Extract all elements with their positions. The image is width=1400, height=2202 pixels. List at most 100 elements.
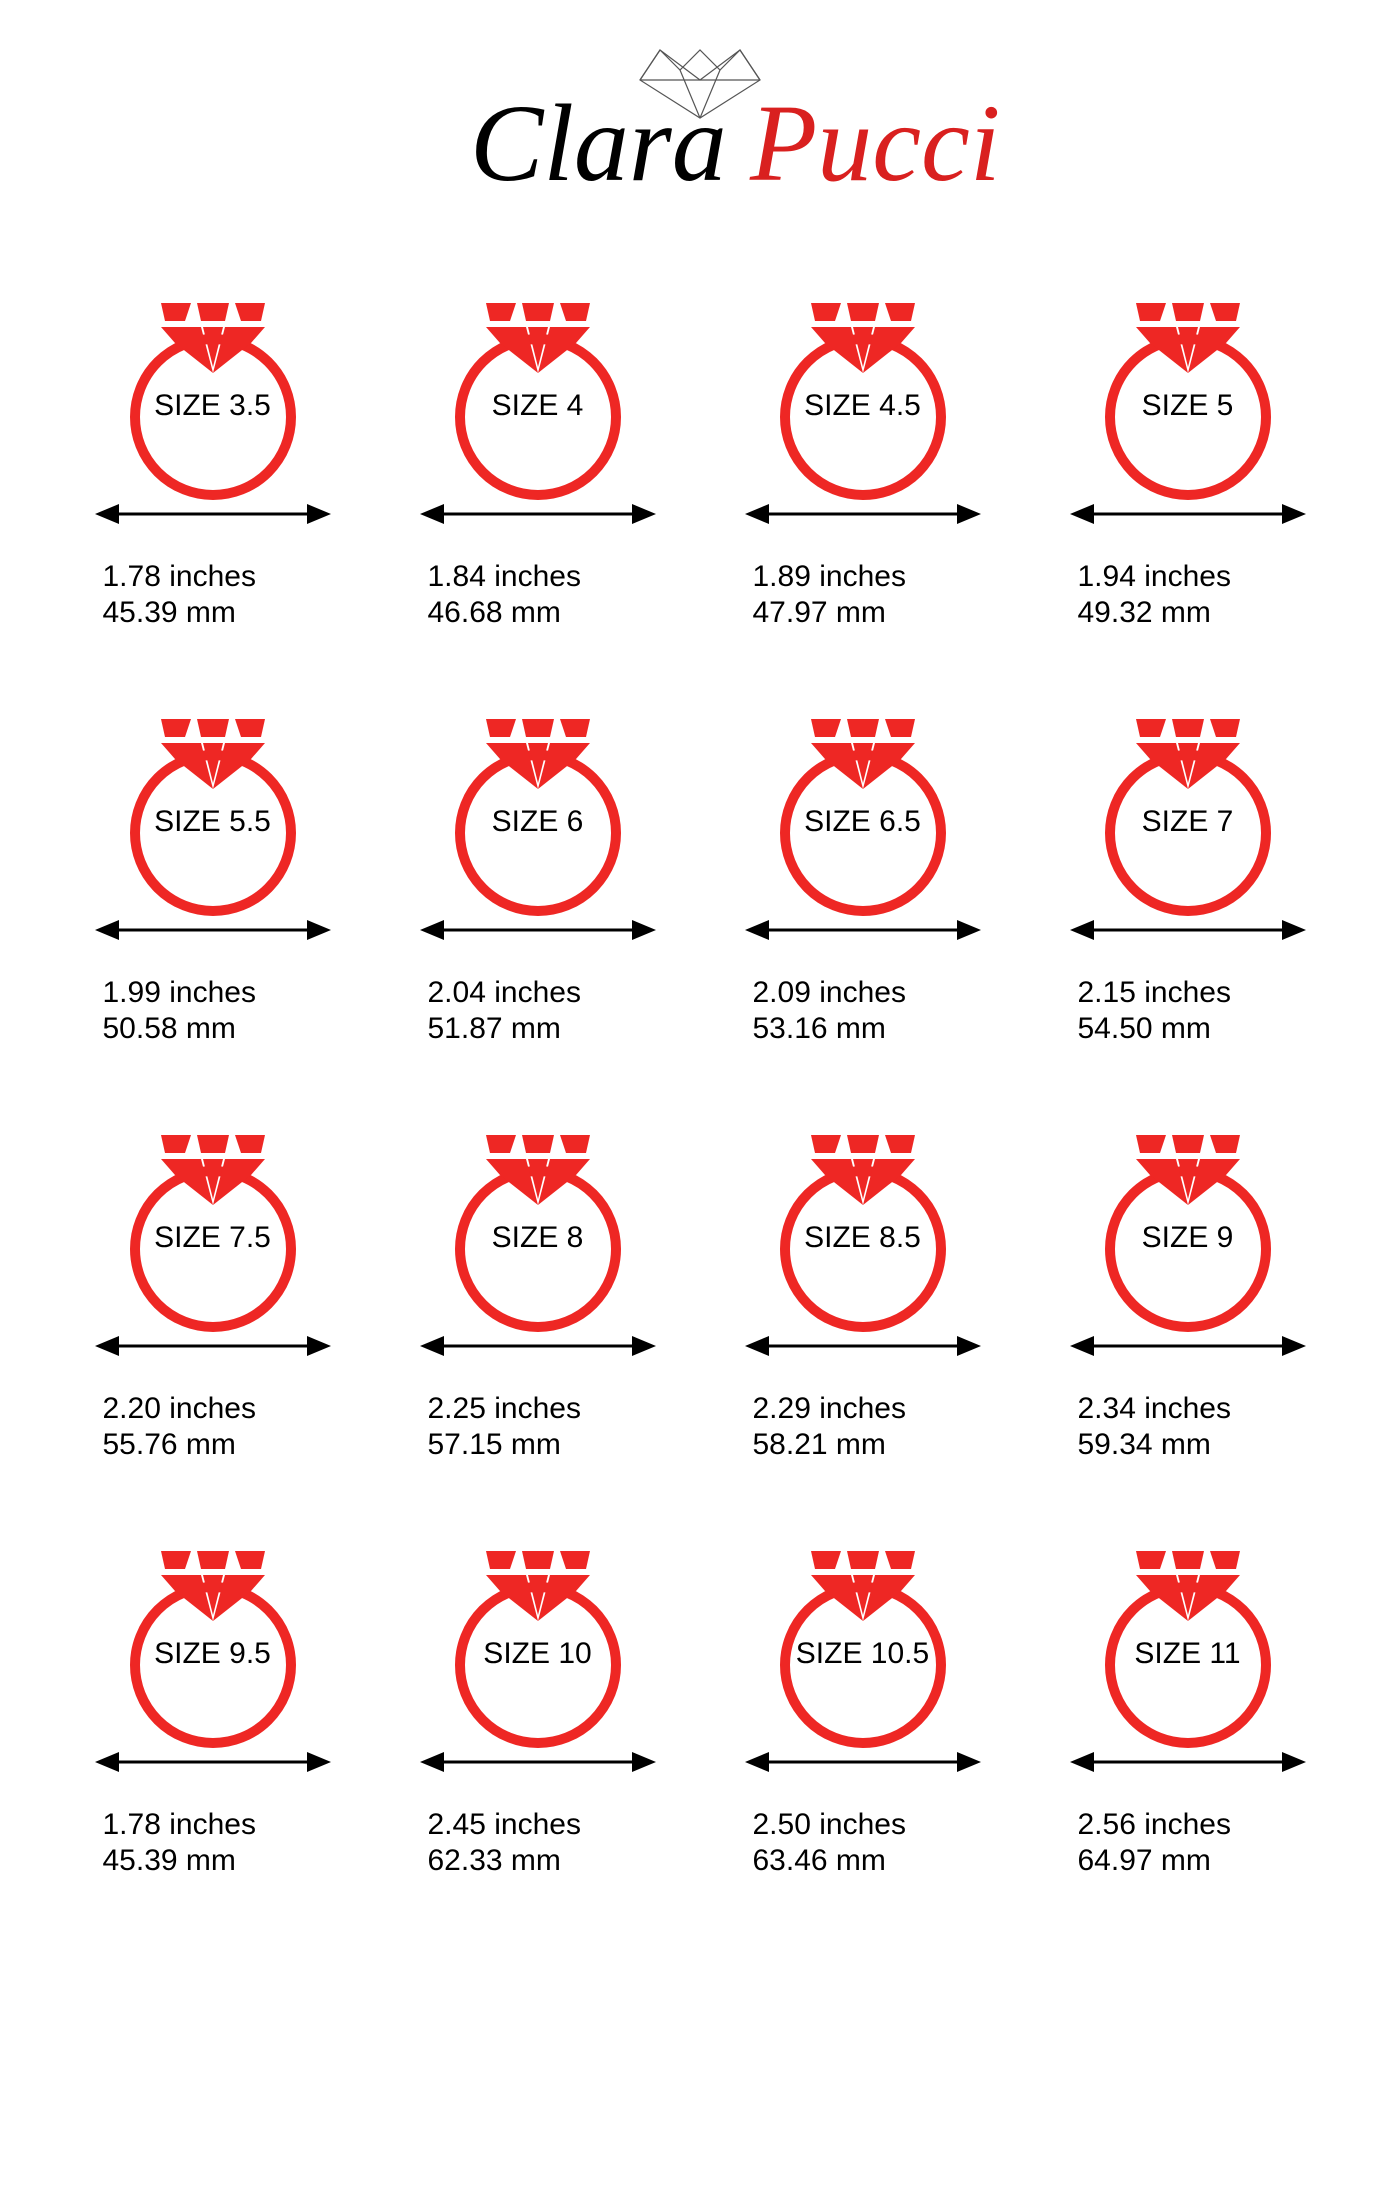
measure-inches: 2.29 inches (753, 1391, 973, 1427)
size-cell: SIZE 10.5 2.50 inches 63.46 mm (730, 1533, 995, 1879)
measure-mm: 45.39 mm (103, 595, 323, 631)
measure-inches: 1.78 inches (103, 1807, 323, 1843)
size-cell: SIZE 7.5 2.20 inches 55.76 mm (80, 1117, 345, 1463)
measure-inches: 1.89 inches (753, 559, 973, 595)
measurement-text: 2.45 inches 62.33 mm (428, 1807, 648, 1879)
size-cell: SIZE 7 2.15 inches 54.50 mm (1055, 701, 1320, 1047)
size-label: SIZE 7 (1142, 805, 1234, 839)
size-label: SIZE 11 (1134, 1637, 1240, 1671)
brand-first-word: Clara (470, 82, 727, 204)
size-label: SIZE 7.5 (154, 1221, 271, 1255)
measure-mm: 57.15 mm (428, 1427, 648, 1463)
size-label: SIZE 5.5 (154, 805, 271, 839)
brand-second-word: Pucci (749, 82, 1000, 204)
measurement-text: 2.25 inches 57.15 mm (428, 1391, 648, 1463)
size-cell: SIZE 9 2.34 inches 59.34 mm (1055, 1117, 1320, 1463)
measure-inches: 2.50 inches (753, 1807, 973, 1843)
ring-icon: SIZE 8 (428, 1117, 648, 1337)
ring-icon: SIZE 6.5 (753, 701, 973, 921)
measure-mm: 64.97 mm (1078, 1843, 1298, 1879)
size-cell: SIZE 11 2.56 inches 64.97 mm (1055, 1533, 1320, 1879)
brand-logo-svg: Clara Pucci (350, 40, 1050, 220)
measure-inches: 2.15 inches (1078, 975, 1298, 1011)
brand-logo: Clara Pucci (60, 40, 1340, 225)
measure-inches: 2.04 inches (428, 975, 648, 1011)
ring-icon: SIZE 3.5 (103, 285, 323, 505)
size-label: SIZE 3.5 (154, 389, 271, 423)
size-cell: SIZE 8.5 2.29 inches 58.21 mm (730, 1117, 995, 1463)
measure-mm: 54.50 mm (1078, 1011, 1298, 1047)
size-label: SIZE 4 (492, 389, 584, 423)
measure-mm: 59.34 mm (1078, 1427, 1298, 1463)
measure-inches: 2.25 inches (428, 1391, 648, 1427)
size-cell: SIZE 3.5 1.78 inches 45.39 mm (80, 285, 345, 631)
measurement-text: 2.29 inches 58.21 mm (753, 1391, 973, 1463)
measure-mm: 46.68 mm (428, 595, 648, 631)
measure-inches: 2.34 inches (1078, 1391, 1298, 1427)
size-cell: SIZE 6.5 2.09 inches 53.16 mm (730, 701, 995, 1047)
size-label: SIZE 4.5 (804, 389, 921, 423)
ring-icon: SIZE 6 (428, 701, 648, 921)
measurement-text: 1.89 inches 47.97 mm (753, 559, 973, 631)
measurement-text: 2.09 inches 53.16 mm (753, 975, 973, 1047)
ring-icon: SIZE 7 (1078, 701, 1298, 921)
ring-icon: SIZE 8.5 (753, 1117, 973, 1337)
measurement-text: 1.94 inches 49.32 mm (1078, 559, 1298, 631)
measurement-text: 2.34 inches 59.34 mm (1078, 1391, 1298, 1463)
measurement-text: 2.04 inches 51.87 mm (428, 975, 648, 1047)
size-label: SIZE 9.5 (154, 1637, 271, 1671)
measurement-text: 1.99 inches 50.58 mm (103, 975, 323, 1047)
measurement-text: 1.78 inches 45.39 mm (103, 1807, 323, 1879)
size-cell: SIZE 5.5 1.99 inches 50.58 mm (80, 701, 345, 1047)
size-grid: SIZE 3.5 1.78 inches 45.39 mm SIZE 4 (60, 285, 1340, 1879)
size-cell: SIZE 9.5 1.78 inches 45.39 mm (80, 1533, 345, 1879)
ring-icon: SIZE 4 (428, 285, 648, 505)
measure-mm: 62.33 mm (428, 1843, 648, 1879)
size-label: SIZE 6 (492, 805, 584, 839)
measure-inches: 1.84 inches (428, 559, 648, 595)
measure-mm: 45.39 mm (103, 1843, 323, 1879)
measure-inches: 1.94 inches (1078, 559, 1298, 595)
size-label: SIZE 9 (1142, 1221, 1234, 1255)
size-cell: SIZE 4 1.84 inches 46.68 mm (405, 285, 670, 631)
size-label: SIZE 8.5 (804, 1221, 921, 1255)
size-label: SIZE 10.5 (796, 1637, 929, 1671)
size-label: SIZE 5 (1142, 389, 1234, 423)
measure-inches: 2.56 inches (1078, 1807, 1298, 1843)
measure-mm: 53.16 mm (753, 1011, 973, 1047)
measure-inches: 2.20 inches (103, 1391, 323, 1427)
size-cell: SIZE 5 1.94 inches 49.32 mm (1055, 285, 1320, 631)
ring-icon: SIZE 4.5 (753, 285, 973, 505)
ring-size-chart: Clara Pucci SIZE 3.5 1.7 (0, 0, 1400, 1959)
measure-mm: 51.87 mm (428, 1011, 648, 1047)
ring-icon: SIZE 10.5 (753, 1533, 973, 1753)
size-label: SIZE 10 (483, 1637, 591, 1671)
measurement-text: 1.78 inches 45.39 mm (103, 559, 323, 631)
ring-icon: SIZE 5 (1078, 285, 1298, 505)
measure-mm: 63.46 mm (753, 1843, 973, 1879)
size-cell: SIZE 8 2.25 inches 57.15 mm (405, 1117, 670, 1463)
measure-mm: 49.32 mm (1078, 595, 1298, 631)
size-label: SIZE 6.5 (804, 805, 921, 839)
measure-mm: 55.76 mm (103, 1427, 323, 1463)
ring-icon: SIZE 5.5 (103, 701, 323, 921)
ring-icon: SIZE 11 (1078, 1533, 1298, 1753)
measure-inches: 1.78 inches (103, 559, 323, 595)
ring-icon: SIZE 9 (1078, 1117, 1298, 1337)
measurement-text: 1.84 inches 46.68 mm (428, 559, 648, 631)
measure-inches: 2.45 inches (428, 1807, 648, 1843)
measurement-text: 2.50 inches 63.46 mm (753, 1807, 973, 1879)
ring-icon: SIZE 10 (428, 1533, 648, 1753)
measure-mm: 50.58 mm (103, 1011, 323, 1047)
size-cell: SIZE 10 2.45 inches 62.33 mm (405, 1533, 670, 1879)
measurement-text: 2.56 inches 64.97 mm (1078, 1807, 1298, 1879)
size-label: SIZE 8 (492, 1221, 584, 1255)
size-cell: SIZE 4.5 1.89 inches 47.97 mm (730, 285, 995, 631)
measure-mm: 47.97 mm (753, 595, 973, 631)
size-cell: SIZE 6 2.04 inches 51.87 mm (405, 701, 670, 1047)
ring-icon: SIZE 9.5 (103, 1533, 323, 1753)
measurement-text: 2.20 inches 55.76 mm (103, 1391, 323, 1463)
measure-inches: 2.09 inches (753, 975, 973, 1011)
measurement-text: 2.15 inches 54.50 mm (1078, 975, 1298, 1047)
measure-inches: 1.99 inches (103, 975, 323, 1011)
